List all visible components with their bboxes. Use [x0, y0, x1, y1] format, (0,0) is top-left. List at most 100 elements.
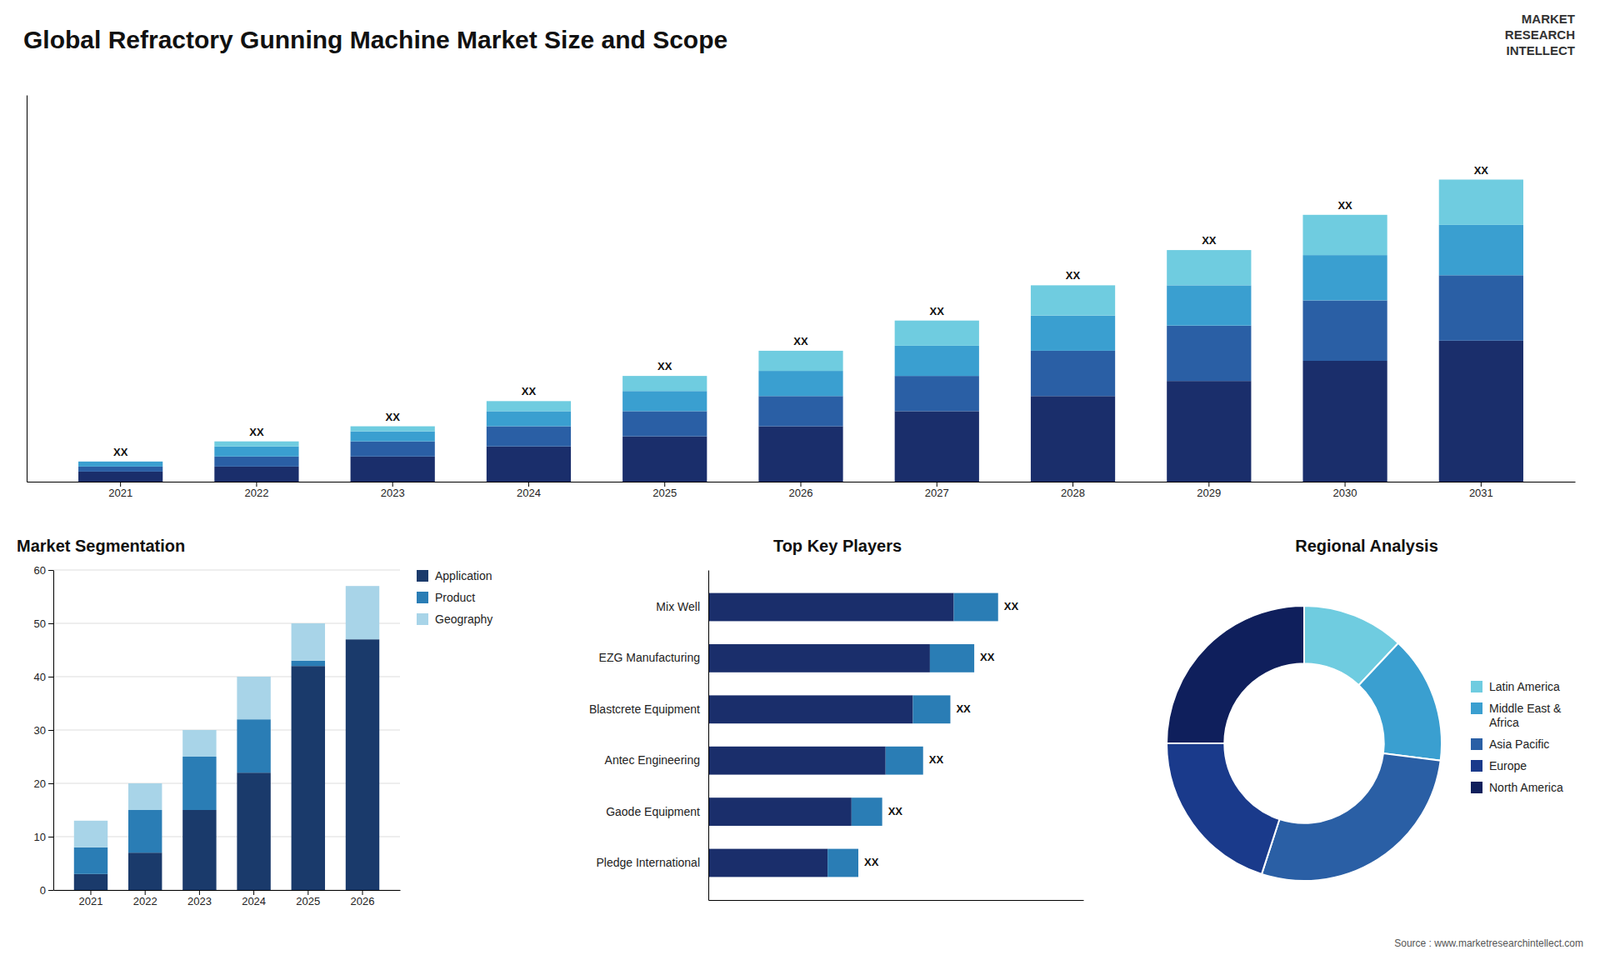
bars [74, 585, 380, 890]
x-axis-tick: 2027 [925, 481, 950, 500]
bar [1030, 315, 1115, 351]
y-axis-tick-label: 30 [34, 724, 46, 737]
bar [128, 810, 162, 853]
legend: ApplicationProductGeography [416, 569, 493, 626]
x-axis-tick-mark [120, 481, 121, 487]
legend-label: Geography [435, 612, 493, 626]
x-axis-tick-label: 2030 [1333, 486, 1358, 500]
x-axis-tick-mark [392, 481, 394, 487]
y-axis-tick-label: Antec Engineering [605, 753, 700, 767]
y-axis-tick: 50 [34, 617, 54, 630]
bar [1166, 250, 1251, 285]
y-axis-tick: Blastcrete Equipment [589, 702, 709, 716]
x-axis-tick-mark [528, 481, 530, 487]
data-label: XX [980, 650, 995, 664]
y-axis-tick-mark [48, 836, 54, 838]
bar [758, 426, 843, 482]
x-axis-tick-mark [936, 481, 938, 487]
x-axis-tick-label: 2026 [350, 895, 375, 908]
legend-label-line: Geography [435, 612, 493, 626]
data-label: XX [888, 805, 904, 818]
x-axis-tick-label: 2023 [187, 895, 212, 908]
slice [1166, 605, 1305, 744]
logo-text: MARKETRESEARCHINTELLECT [1505, 11, 1575, 58]
legend-label: Latin America [1489, 680, 1560, 694]
x-axis [709, 900, 1085, 901]
bar [1030, 395, 1115, 482]
logo-text-line: RESEARCH [1505, 27, 1575, 42]
x-axis-tick-mark [145, 890, 146, 895]
x-axis-tick: 2023 [187, 890, 212, 908]
grid [53, 570, 400, 890]
y-axis: 0102030405060 [34, 564, 55, 897]
data-label: XX [385, 410, 401, 424]
bar [895, 320, 980, 346]
legend-label-line: Application [435, 569, 493, 583]
x-axis-tick: 2024 [516, 481, 541, 500]
x-axis-tick-label: 2025 [652, 486, 677, 500]
bar [486, 426, 571, 447]
x-axis-tick-mark [1480, 481, 1482, 487]
data-label: XX [1474, 164, 1490, 177]
data-label: XX [521, 385, 537, 398]
y-axis-line [53, 570, 55, 891]
x-axis-tick-mark [1072, 481, 1074, 487]
legend-swatch [1470, 738, 1483, 750]
figure-title: Global Refractory Gunning Machine Market… [23, 25, 728, 54]
legend-label: Application [435, 569, 493, 583]
data-labels: XXXXXXXXXXXXXXXXXXXXXX [113, 164, 1489, 459]
bar [954, 593, 999, 622]
bar [622, 375, 707, 391]
y-axis-tick: Pledge International [595, 855, 709, 870]
x-axis-tick-mark [199, 890, 200, 895]
chart-title: Market Segmentation [16, 536, 185, 555]
bar [1302, 255, 1387, 300]
legend-swatch [1470, 702, 1483, 715]
bar [895, 375, 980, 411]
y-axis-tick-label: Gaode Equipment [605, 805, 700, 819]
bar [622, 436, 707, 482]
bar [350, 456, 435, 482]
legend-swatch [1470, 680, 1483, 693]
bar [1302, 215, 1387, 255]
bar [1439, 275, 1524, 341]
x-axis-tick-label: 2021 [108, 486, 133, 500]
bar [912, 695, 950, 724]
bar [74, 847, 108, 875]
x-axis-line [54, 890, 401, 891]
legend-label: Middle East &Africa [1489, 701, 1562, 730]
bar [1166, 325, 1251, 381]
bar [930, 644, 975, 673]
x-axis-tick-mark [1208, 481, 1210, 487]
data-label: XX [113, 445, 129, 459]
logo-text-line: MARKET [1521, 11, 1575, 26]
bar [758, 350, 843, 371]
bar [74, 820, 108, 848]
x-axis-tick: 2031 [1469, 481, 1494, 500]
bar [1166, 380, 1251, 482]
y-axis-tick: 10 [34, 830, 54, 844]
x-axis-tick: 2021 [108, 481, 133, 500]
bar [214, 466, 299, 482]
y-axis-line [26, 95, 28, 483]
data-label: XX [1337, 199, 1353, 212]
data-label: XX [249, 425, 265, 439]
figure: Global Refractory Gunning Machine Market… [0, 0, 1600, 955]
source-text: Source : www.marketresearchintellect.com [1394, 937, 1584, 950]
x-axis-tick: 2024 [241, 890, 266, 908]
legend-swatch [416, 570, 429, 582]
bar [128, 852, 162, 890]
bar [128, 783, 162, 810]
x-axis-tick: 2026 [789, 481, 814, 500]
plot-area: XXXXXXXXXXXXMix WellEZG ManufacturingBla… [589, 570, 1085, 901]
bar [78, 466, 163, 472]
chart-panel: XXXXXXXXXXXXXXXXXXXXXX202120222023202420… [27, 95, 1576, 500]
bar [236, 676, 270, 720]
y-axis-tick-label: 60 [34, 564, 46, 577]
legend-label: Asia Pacific [1489, 737, 1550, 751]
bar [758, 395, 843, 426]
y-axis-tick-mark [48, 890, 54, 891]
bar [708, 797, 852, 826]
y-axis-tick: Mix Well [655, 600, 709, 614]
x-axis-tick-mark [255, 481, 257, 487]
